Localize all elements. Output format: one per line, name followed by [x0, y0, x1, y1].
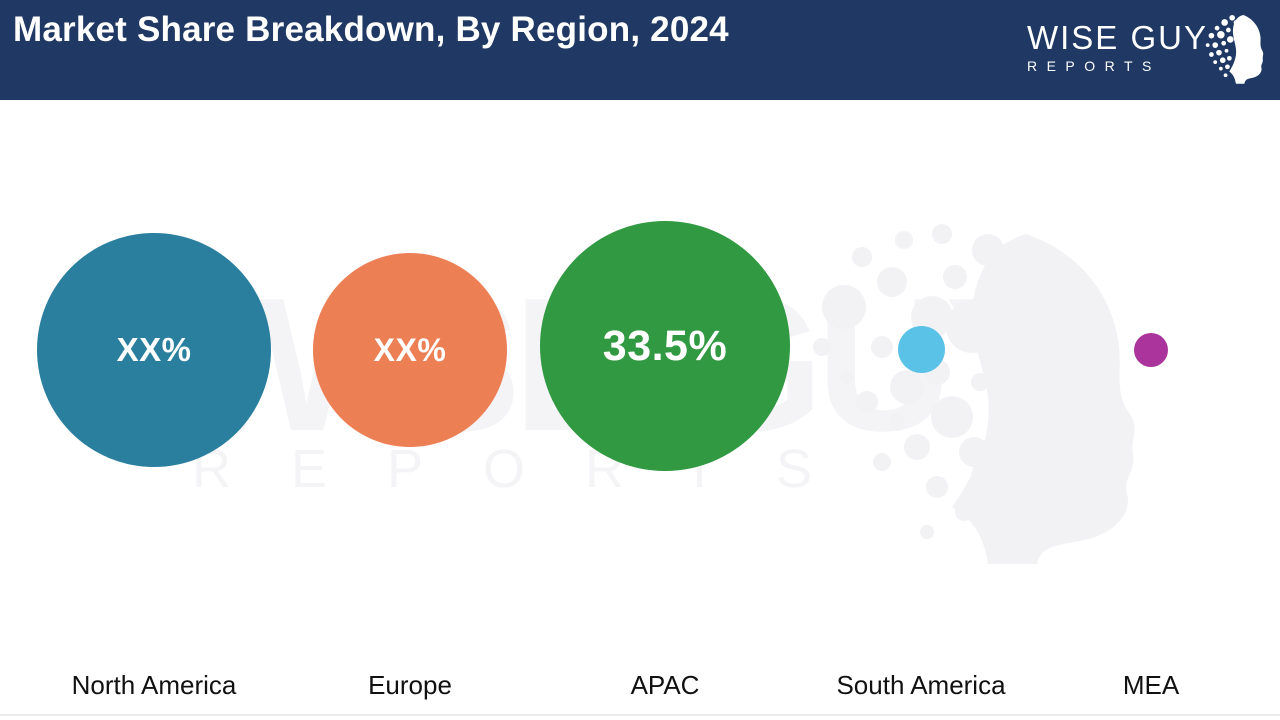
wiseguy-logo: WISE GUY REPORTS	[1027, 6, 1268, 88]
wiseguy-head-icon	[1205, 14, 1264, 84]
category-label-europe: Europe	[368, 670, 452, 700]
watermark-head-icon	[813, 224, 1135, 564]
header-bar: Market Share Breakdown, By Region, 2024 …	[0, 0, 1280, 100]
bubble-chart: WISE GUY REPORTS XX% XX% 33.5% North Ame…	[0, 100, 1280, 720]
bubble-value-label: XX%	[373, 331, 447, 368]
category-label-apac: APAC	[630, 670, 700, 700]
bottom-divider	[0, 714, 1280, 716]
bubble-value-label: 33.5%	[602, 321, 728, 370]
category-label-mea: MEA	[1122, 670, 1180, 700]
bubble-south-america	[897, 325, 945, 373]
page-title: Market Share Breakdown, By Region, 2024	[13, 10, 729, 49]
bubble-europe: XX%	[313, 253, 507, 447]
logo-sub-text: REPORTS	[1026, 58, 1161, 74]
bubble-value-label: XX%	[116, 331, 192, 368]
bubble-north-america: XX%	[37, 233, 271, 467]
bubble-apac: 33.5%	[540, 221, 790, 471]
category-label-south-america: South America	[836, 670, 1006, 700]
watermark-sub-text: REPORTS	[192, 439, 873, 499]
bubble-mea	[1134, 333, 1168, 367]
category-label-north-america: North America	[71, 670, 237, 700]
logo-brand-text: WISE GUY	[1026, 19, 1208, 56]
logo-text-block: WISE GUY REPORTS	[1026, 19, 1208, 75]
